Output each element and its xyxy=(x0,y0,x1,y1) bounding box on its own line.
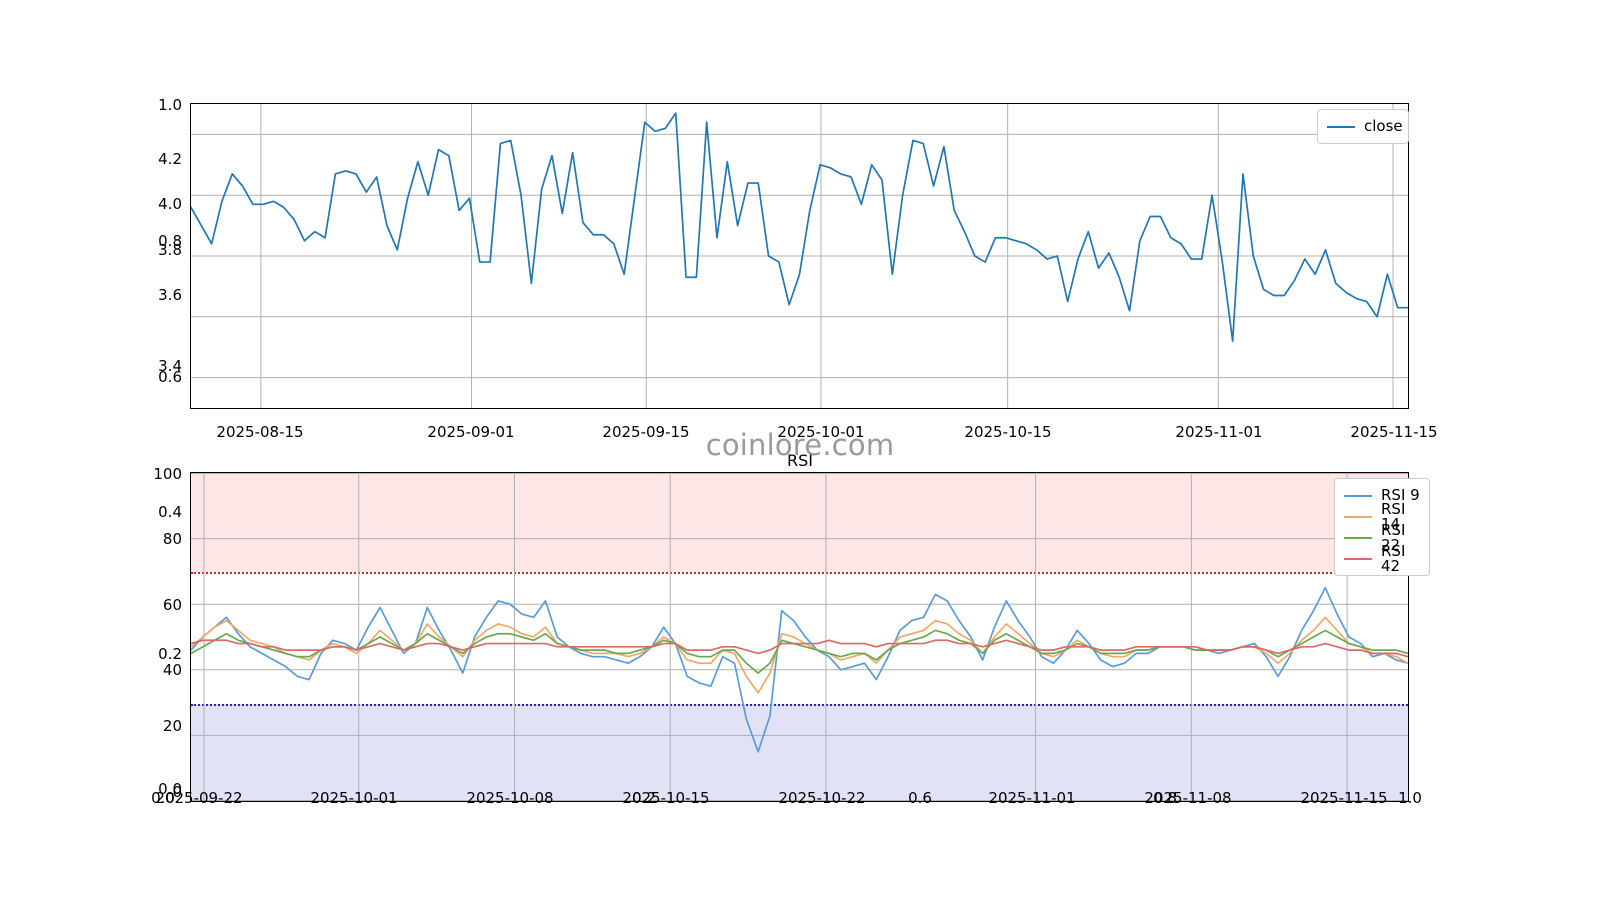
price-y-tick-4.2: 4.2 xyxy=(158,150,182,168)
price-line-close xyxy=(191,112,1408,342)
price-series-svg xyxy=(191,104,1408,408)
rsi-x-tick-2025-11-08: 2025-11-08 xyxy=(1144,789,1232,807)
rsi-x-tick-secondary-0.2: 0.2 xyxy=(632,789,656,807)
price-chart-legend[interactable]: close xyxy=(1317,109,1409,144)
price-y-tick-3.8: 3.8 xyxy=(158,241,182,259)
legend-label-rsi-22: RSI 22 xyxy=(1381,520,1406,554)
rsi-x-tick-secondary-0.0: 0.0 xyxy=(151,789,175,807)
oversold-zone xyxy=(191,704,1408,801)
rsi-y-tick-60: 60 xyxy=(162,596,182,614)
price-y-tick-4.0: 4.0 xyxy=(158,195,182,213)
price-x-tick-2025-08-15: 2025-08-15 xyxy=(216,423,304,441)
price-chart-plot-area xyxy=(190,103,1409,409)
rsi-x-tick-2025-10-08: 2025-10-08 xyxy=(466,789,554,807)
price-y-tick-secondary-1.0: 1.0 xyxy=(158,96,182,114)
rsi-y-tick-20: 20 xyxy=(162,717,182,735)
oversold-threshold-line xyxy=(191,704,1408,706)
rsi-y-tick-secondary-0.0: 0.0 xyxy=(158,780,182,798)
rsi-y-tick-40: 40 xyxy=(162,661,182,679)
rsi-x-tick-secondary-0.8: 0.8 xyxy=(1153,789,1177,807)
price-x-tick-2025-10-01: 2025-10-01 xyxy=(777,423,865,441)
legend-label-rsi-14: RSI 14 xyxy=(1381,499,1406,533)
price-x-tick-2025-11-01: 2025-11-01 xyxy=(1175,423,1263,441)
legend-swatch-rsi-9 xyxy=(1344,494,1372,497)
legend-swatch-rsi-22 xyxy=(1344,536,1372,539)
legend-item-close[interactable]: close xyxy=(1327,116,1403,137)
rsi-line-rsi-42 xyxy=(191,639,1408,658)
price-y-tick-secondary-0.6: 0.6 xyxy=(158,368,182,386)
legend-item-rsi-22[interactable]: RSI 22 xyxy=(1344,522,1420,552)
legend-swatch-close xyxy=(1327,125,1355,128)
price-y-tick-3.4: 3.4 xyxy=(158,357,182,375)
price-x-tick-2025-11-15: 2025-11-15 xyxy=(1350,423,1438,441)
legend-item-rsi-42[interactable]: RSI 42 xyxy=(1344,543,1420,573)
rsi-x-tick-2025-10-01: 2025-10-01 xyxy=(310,789,398,807)
rsi-x-tick-2025-11-15: 2025-11-15 xyxy=(1300,789,1388,807)
rsi-y-tick-secondary-0.4: 0.4 xyxy=(158,503,182,521)
legend-item-rsi-14[interactable]: RSI 14 xyxy=(1344,501,1420,531)
rsi-chart-plot-area xyxy=(190,472,1409,802)
legend-label-close: close xyxy=(1364,117,1403,135)
price-x-tick-2025-09-01: 2025-09-01 xyxy=(427,423,515,441)
legend-swatch-rsi-42 xyxy=(1344,557,1372,560)
legend-label-rsi-9: RSI 9 xyxy=(1381,486,1420,504)
rsi-series-svg xyxy=(191,473,1408,801)
rsi-x-tick-2025-11-01: 2025-11-01 xyxy=(988,789,1076,807)
rsi-y-tick-100: 100 xyxy=(153,465,182,483)
rsi-x-tick-2025-10-15: 2025-10-15 xyxy=(622,789,710,807)
overbought-threshold-line xyxy=(191,572,1408,574)
legend-swatch-rsi-14 xyxy=(1344,515,1372,518)
watermark-text: coinlore.com xyxy=(705,428,895,462)
legend-item-rsi-9[interactable]: RSI 9 xyxy=(1344,485,1420,506)
rsi-chart-title: RSI xyxy=(787,451,813,470)
legend-label-rsi-42: RSI 42 xyxy=(1381,541,1406,575)
rsi-x-tick-secondary-0.6: 0.6 xyxy=(908,789,932,807)
price-x-tick-2025-10-15: 2025-10-15 xyxy=(964,423,1052,441)
price-y-tick-3.6: 3.6 xyxy=(158,286,182,304)
rsi-y-tick-secondary-0.2: 0.2 xyxy=(158,645,182,663)
rsi-x-tick-2025-09-22: 2025-09-22 xyxy=(155,789,243,807)
price-y-tick-secondary-0.8: 0.8 xyxy=(158,232,182,250)
rsi-y-tick-80: 80 xyxy=(162,530,182,548)
overbought-zone xyxy=(191,473,1408,572)
rsi-chart-legend[interactable]: RSI 9 RSI 14 RSI 22 RSI 42 xyxy=(1334,478,1430,576)
rsi-y-tick-0: 0 xyxy=(172,783,182,801)
rsi-x-tick-secondary-1.0: 1.0 xyxy=(1398,789,1422,807)
rsi-x-tick-2025-10-22: 2025-10-22 xyxy=(778,789,866,807)
price-x-tick-2025-09-15: 2025-09-15 xyxy=(602,423,690,441)
